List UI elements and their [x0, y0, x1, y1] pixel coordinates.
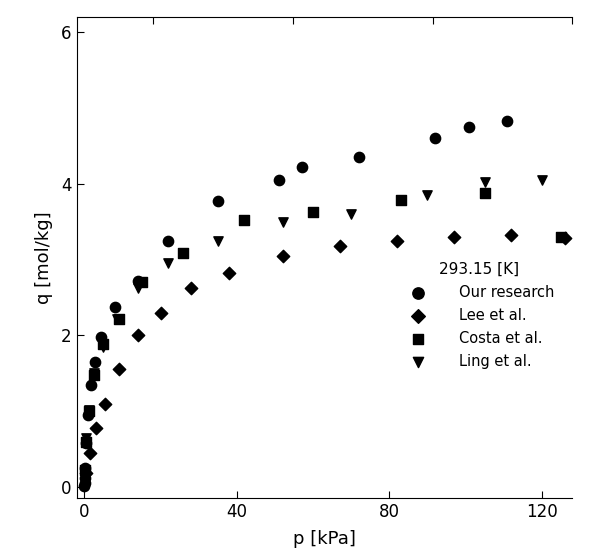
Lee et al.: [224, 269, 234, 278]
Our research: [87, 380, 96, 389]
Lee et al.: [133, 331, 142, 340]
Costa et al.: [309, 208, 318, 217]
X-axis label: p [kPa]: p [kPa]: [293, 530, 356, 548]
Costa et al.: [556, 232, 566, 241]
Ling et al.: [99, 342, 108, 351]
Ling et al.: [278, 217, 287, 226]
Costa et al.: [114, 314, 123, 323]
Ling et al.: [89, 369, 99, 378]
Our research: [80, 482, 89, 491]
Our research: [297, 162, 306, 171]
Lee et al.: [278, 251, 287, 260]
Lee et al.: [81, 469, 91, 478]
Lee et al.: [392, 236, 402, 245]
Ling et al.: [112, 314, 122, 323]
Costa et al.: [99, 340, 108, 349]
Costa et al.: [480, 188, 489, 197]
Lee et al.: [186, 284, 196, 293]
Our research: [430, 134, 440, 143]
Our research: [80, 473, 90, 482]
Costa et al.: [80, 466, 90, 475]
Our research: [213, 197, 222, 206]
Ling et al.: [422, 190, 432, 199]
Costa et al.: [84, 407, 94, 416]
Costa et al.: [179, 249, 188, 258]
Lee et al.: [100, 399, 110, 408]
Lee et al.: [560, 234, 569, 242]
Our research: [97, 333, 106, 342]
Our research: [133, 276, 142, 285]
Our research: [163, 236, 173, 245]
Lee et al.: [450, 232, 459, 241]
Costa et al.: [81, 437, 91, 446]
Y-axis label: q [mol/kg]: q [mol/kg]: [35, 211, 53, 304]
Ling et al.: [537, 175, 546, 184]
Our research: [80, 464, 90, 473]
Our research: [80, 479, 89, 488]
Costa et al.: [89, 370, 99, 379]
Lee et al.: [86, 449, 95, 458]
Our research: [503, 116, 512, 125]
Costa et al.: [396, 196, 405, 205]
Ling et al.: [163, 259, 173, 268]
Ling et al.: [133, 284, 142, 293]
Our research: [465, 122, 474, 131]
Our research: [354, 153, 363, 162]
Lee et al.: [156, 308, 165, 317]
Our research: [81, 438, 91, 447]
Our research: [90, 357, 100, 366]
Ling et al.: [213, 236, 222, 245]
Ling et al.: [81, 433, 91, 442]
Our research: [110, 302, 120, 311]
Lee et al.: [507, 231, 516, 240]
Ling et al.: [80, 468, 90, 477]
Costa et al.: [137, 278, 146, 287]
Lee et al.: [335, 241, 345, 250]
Lee et al.: [114, 365, 123, 374]
Our research: [83, 410, 93, 419]
Ling et al.: [480, 178, 489, 186]
Ling et al.: [84, 405, 94, 414]
Legend: Our research, Lee et al., Costa et al., Ling et al.: Our research, Lee et al., Costa et al., …: [398, 256, 560, 375]
Costa et al.: [240, 216, 249, 225]
Lee et al.: [91, 423, 100, 432]
Ling et al.: [346, 209, 356, 218]
Our research: [274, 175, 283, 184]
